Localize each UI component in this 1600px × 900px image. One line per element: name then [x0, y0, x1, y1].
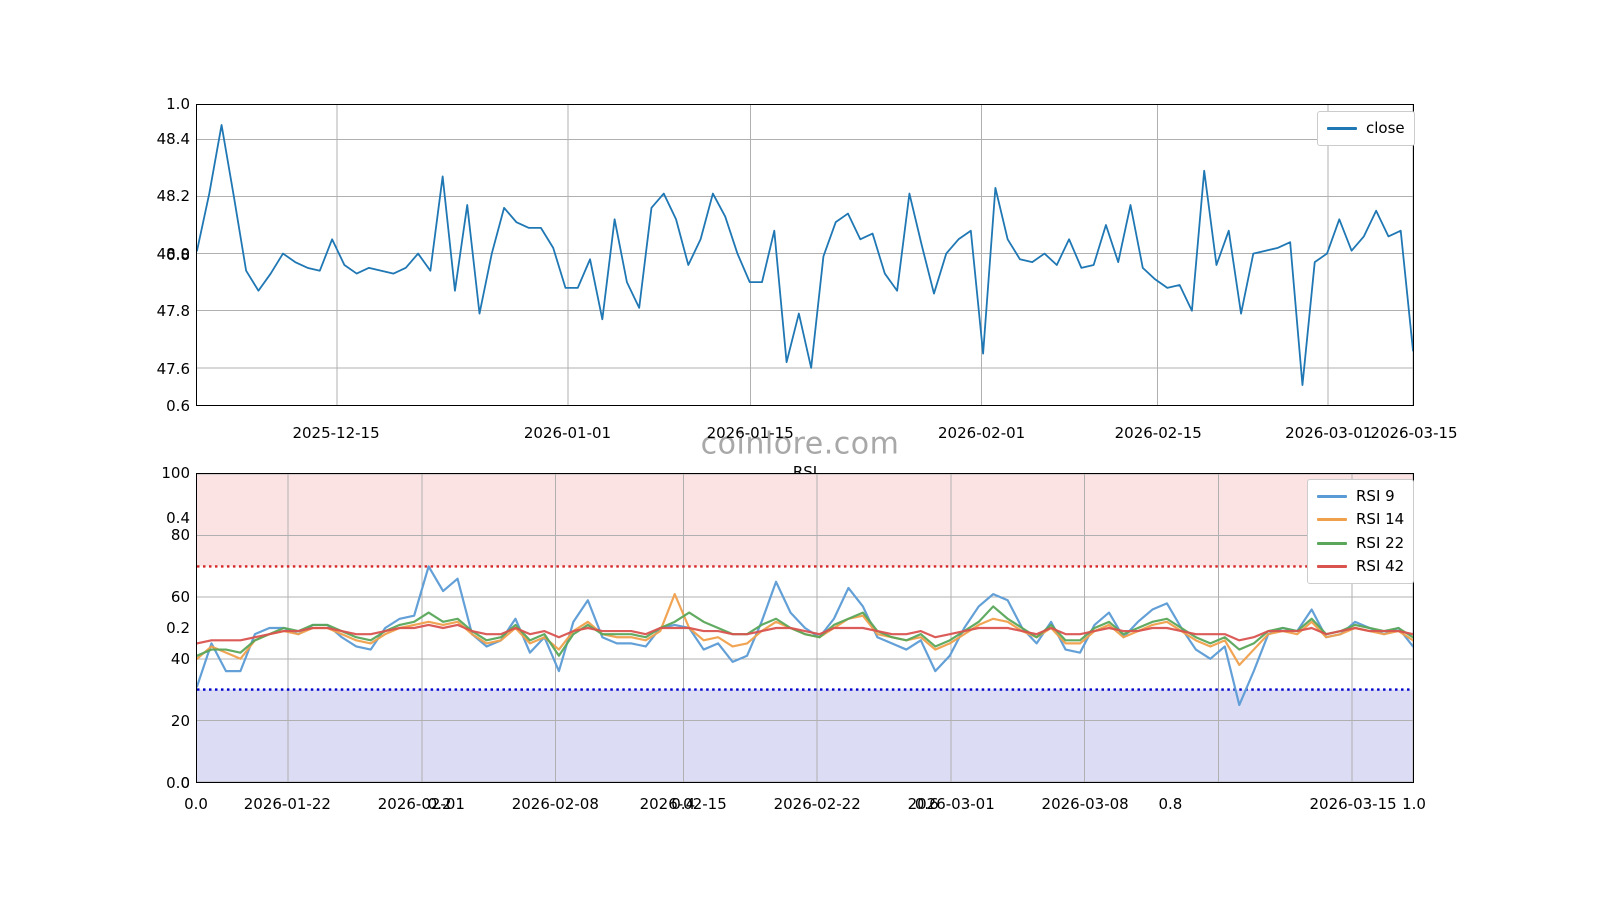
- legend-line-icon: [1327, 127, 1357, 131]
- rsi-x-tick-secondary: 1.0: [1402, 795, 1426, 813]
- rsi-legend-label: RSI 22: [1356, 533, 1405, 552]
- price-y-tick: 48.0: [156, 244, 190, 263]
- legend-line-icon: [1317, 541, 1347, 545]
- rsi-legend-item[interactable]: RSI 22: [1317, 532, 1404, 555]
- rsi-y-tick: 20: [170, 712, 190, 730]
- price-y-tick-secondary: 0.6: [166, 397, 190, 415]
- price-x-tick: 2026-01-01: [523, 424, 612, 442]
- rsi-plot-area: [197, 474, 1413, 782]
- rsi-legend[interactable]: RSI 9 RSI 14 RSI 22 RSI 42: [1307, 479, 1415, 584]
- rsi-x-tick-secondary: 0.8: [1158, 795, 1183, 813]
- rsi-legend-label: RSI 14: [1356, 510, 1405, 529]
- price-legend-item[interactable]: close: [1327, 117, 1405, 140]
- price-x-tick: 2026-02-15: [1114, 424, 1202, 442]
- price-y-tick: 47.6: [156, 359, 190, 378]
- rsi-x-tick: 2026-03-01: [907, 795, 995, 813]
- price-plot-area: [197, 105, 1413, 405]
- legend-line-icon: [1317, 495, 1347, 499]
- price-x-tick: 2026-02-01: [938, 424, 1026, 442]
- rsi-x-tick-secondary: 0.4: [671, 795, 696, 813]
- price-x-tick: 2026-03-01: [1285, 424, 1373, 442]
- rsi-x-tick: 2026-02-15: [639, 795, 727, 813]
- rsi-legend-label: RSI 42: [1356, 556, 1405, 575]
- watermark: coinlore.com: [700, 426, 900, 462]
- rsi-y-tick: 40: [170, 650, 190, 668]
- rsi-y-tick-secondary: 0.4: [166, 508, 190, 527]
- rsi-x-tick: 2026-03-15: [1309, 795, 1397, 813]
- rsi-y-tick-secondary: 0.2: [166, 619, 190, 637]
- rsi-x-tick: 2026-02-08: [511, 795, 599, 813]
- rsi-legend-item[interactable]: RSI 42: [1317, 555, 1404, 578]
- price-legend[interactable]: close: [1317, 111, 1415, 147]
- legend-line-icon: [1317, 518, 1347, 522]
- price-x-tick: 2026-03-15: [1370, 424, 1458, 442]
- rsi-x-tick: 2026-02-22: [773, 795, 861, 813]
- rsi-legend-label: RSI 9: [1356, 487, 1395, 505]
- rsi-y-tick: 60: [170, 588, 190, 606]
- rsi-y-tick: 100: [161, 464, 190, 482]
- price-legend-label: close: [1366, 119, 1405, 137]
- rsi-x-tick-secondary: 0.2: [427, 795, 452, 813]
- rsi-chart-panel: [196, 473, 1414, 783]
- price-y-tick: 47.8: [156, 302, 190, 321]
- rsi-x-tick-secondary: 0.0: [184, 795, 208, 813]
- price-y-tick-secondary: 0.8: [166, 246, 190, 264]
- legend-line-icon: [1317, 564, 1347, 568]
- rsi-x-tick-secondary: 0.6: [914, 795, 939, 813]
- price-y-tick-secondary: 1.0: [166, 95, 190, 113]
- rsi-legend-item[interactable]: RSI 14: [1317, 508, 1404, 531]
- price-y-tick: 48.4: [156, 129, 190, 148]
- price-chart-panel: [196, 104, 1414, 406]
- rsi-y-tick-secondary: 0.0: [166, 774, 190, 792]
- rsi-x-tick: 2026-01-22: [243, 795, 331, 813]
- rsi-y-tick: 0: [180, 774, 190, 792]
- rsi-x-tick: 2026-03-08: [1041, 795, 1129, 813]
- price-y-tick: 48.2: [156, 187, 190, 206]
- price-x-tick: 2026-01-15: [706, 424, 794, 442]
- rsi-y-tick: 80: [170, 526, 190, 544]
- rsi-legend-item[interactable]: RSI 9: [1317, 485, 1404, 508]
- price-x-tick: 2025-12-15: [292, 424, 380, 442]
- rsi-x-tick: 2026-02-01: [377, 795, 465, 813]
